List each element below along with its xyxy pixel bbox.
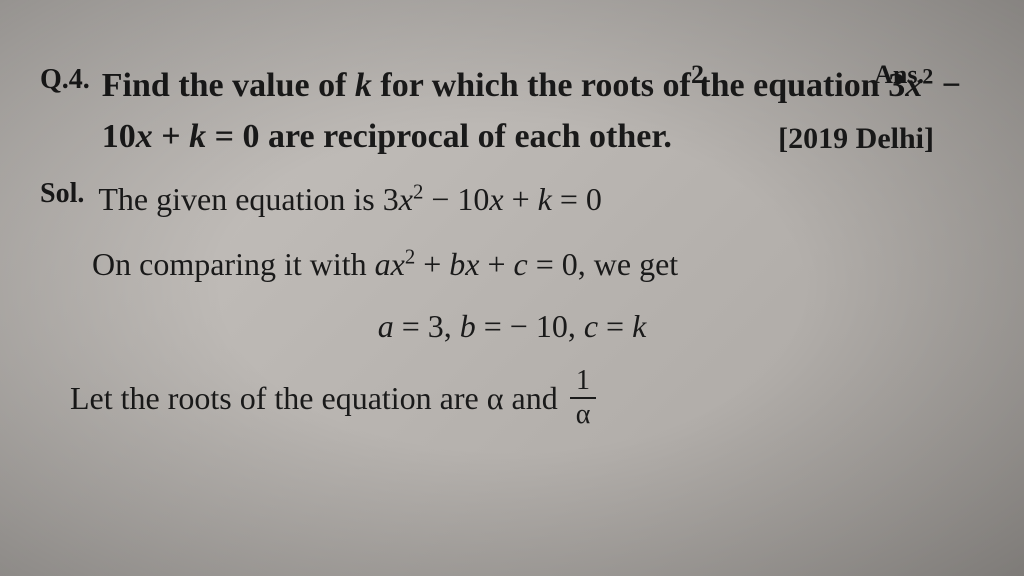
question-number: Q.4. [40, 64, 90, 96]
sol1-x2: x [399, 181, 413, 217]
solution-line-2: On comparing it with ax2 + bx + c = 0, w… [92, 239, 984, 290]
sol2-c: c [514, 246, 528, 282]
sol2-x2: x [391, 246, 405, 282]
sol3-eq2: = − 10, [476, 308, 584, 344]
sol3-eq1: = 3, [394, 308, 460, 344]
sol2-end: = 0, we get [528, 246, 678, 282]
sol2-plus2: + [479, 246, 513, 282]
solution-line-4: Let the roots of the equation are α and … [70, 367, 984, 429]
sol3-c: c [584, 308, 598, 344]
page-top-number: 2 [691, 60, 704, 90]
sol1-coeff: 3 [383, 181, 399, 217]
q-eq-plus: + [153, 118, 189, 155]
solution-block: Sol. The given equation is 3x2 − 10x + k… [40, 174, 984, 225]
sol4-text: Let the roots of the equation are α and [70, 380, 558, 417]
fraction-numerator: 1 [570, 367, 596, 397]
sol2-a: a [375, 246, 391, 282]
sol2-plus1: + [415, 246, 449, 282]
sol3-b: b [460, 308, 476, 344]
solution-line-1: The given equation is 3x2 − 10x + k = 0 [98, 174, 602, 225]
q-text-2: for which the roots of the equation [372, 67, 888, 104]
sol1-k: k [538, 181, 552, 217]
q-eq-k: k [189, 118, 206, 155]
textbook-page: 2 Ans. Q.4. Find the value of k for whic… [40, 60, 984, 429]
sol2-sup2: 2 [405, 246, 415, 269]
sol1-text: The given equation is [98, 181, 382, 217]
solution-line-3: a = 3, b = − 10, c = k [40, 308, 984, 345]
sol2-text: On comparing it with [92, 246, 375, 282]
fraction-one-over-alpha: 1 α [570, 367, 597, 429]
sol1-sup2: 2 [413, 180, 423, 203]
sol3-k: k [632, 308, 646, 344]
sol1-end: = 0 [552, 181, 602, 217]
sol3-eq3: = [598, 308, 632, 344]
sol2-b: b [449, 246, 465, 282]
solution-label: Sol. [40, 178, 84, 210]
q-text-1: Find the value of [102, 67, 355, 104]
q-eq-x: x [136, 118, 153, 155]
fraction-denominator: α [570, 397, 597, 429]
sol1-plus: + [504, 181, 538, 217]
sol2-x: x [465, 246, 479, 282]
ans-label: Ans. [874, 60, 924, 90]
q-var-k: k [355, 67, 372, 104]
sol1-mid: − 10 [423, 181, 489, 217]
q-eq-end: = 0 are reciprocal of each other. [206, 118, 672, 155]
sol1-x: x [489, 181, 503, 217]
sol3-a: a [378, 308, 394, 344]
